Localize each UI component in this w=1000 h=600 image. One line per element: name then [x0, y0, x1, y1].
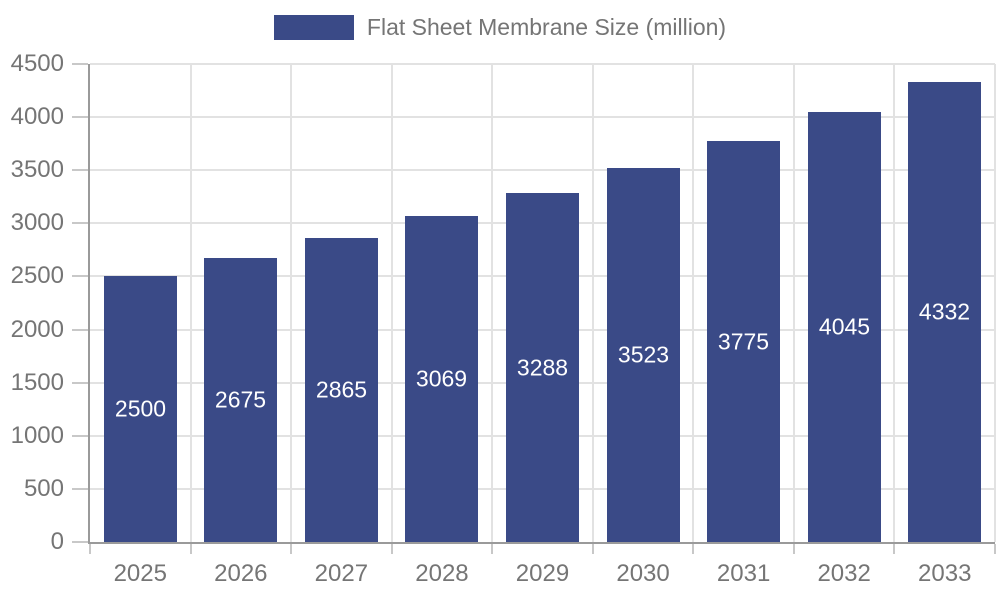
bar-value-label: 3523: [617, 341, 670, 368]
x-axis-tick-label: 2032: [817, 560, 871, 587]
legend-label: Flat Sheet Membrane Size (million): [366, 14, 727, 40]
legend-swatch: [273, 15, 354, 40]
x-axis-tick-label: 2030: [616, 560, 670, 587]
x-axis-tick: [390, 544, 393, 554]
plot-area: 0 500 1000 1500 2000 2500 3000 3500 4000 4500 2025…: [11, 50, 996, 587]
x-axis-tick: [591, 544, 594, 554]
bar: 3288: [506, 193, 579, 542]
y-axis-tick: [72, 275, 88, 278]
x-axis-tick: [189, 544, 192, 554]
bar: 2675: [204, 258, 277, 542]
y-axis-tick: [72, 169, 88, 172]
x-axis-tick-label: 2028: [415, 560, 469, 587]
bar-value-label: 4045: [818, 313, 871, 340]
bar-value-label: 2865: [315, 376, 368, 403]
x-axis-tick-label: 2027: [314, 560, 369, 587]
x-axis-tick: [290, 544, 293, 554]
y-axis-tick-label: 4000: [10, 103, 64, 131]
y-axis-tick: [72, 434, 88, 437]
grid-line-vertical: [893, 64, 896, 542]
x-axis-tick: [491, 544, 494, 554]
bar-value-label: 2675: [214, 386, 267, 413]
bar-value-label: 3775: [717, 328, 770, 354]
bar: 3523: [607, 168, 680, 542]
y-axis-tick-label: 1500: [10, 368, 64, 396]
x-axis-tick-label: 2025: [113, 560, 167, 587]
y-axis-tick-label: 2000: [10, 315, 64, 343]
y-axis-tick-label: 0: [50, 528, 64, 555]
x-axis-tick: [692, 544, 695, 554]
y-axis-tick-label: 1000: [10, 421, 64, 449]
grid-line-vertical: [390, 64, 393, 542]
x-axis-tick: [893, 544, 896, 554]
y-axis-tick: [72, 381, 88, 384]
bar: 3069: [405, 216, 478, 542]
y-axis-tick-label: 3500: [10, 156, 64, 184]
x-axis-tick: [792, 544, 795, 554]
x-axis-tick-label: 2029: [515, 560, 570, 587]
bar-value-label: 2500: [114, 395, 167, 422]
y-axis-tick: [72, 487, 88, 490]
y-axis-tick: [72, 328, 88, 331]
y-axis-tick-label: 500: [23, 474, 64, 502]
legend: Flat Sheet Membrane Size (million): [0, 14, 1000, 41]
x-axis-tick-label: 2031: [716, 560, 771, 587]
y-axis-tick-label: 2500: [10, 262, 64, 290]
bar-value-label: 3288: [516, 354, 569, 380]
y-axis-tick: [72, 222, 88, 225]
bar: 4332: [908, 82, 981, 542]
bar-value-label: 3069: [415, 365, 468, 392]
grid-line-horizontal: [90, 63, 995, 65]
y-axis-tick: [72, 63, 88, 65]
grid-line-vertical: [994, 64, 996, 542]
bar-value-label: 4332: [918, 298, 971, 325]
bar: 2865: [305, 238, 378, 542]
y-axis-tick-label: 4500: [10, 50, 64, 77]
x-axis-tick-label: 2026: [214, 560, 268, 587]
x-axis-tick: [994, 544, 996, 554]
grid-line-vertical: [491, 64, 494, 542]
x-axis-tick: [89, 544, 91, 554]
grid-line-vertical: [692, 64, 695, 542]
y-axis-tick: [72, 116, 88, 119]
bar: 3775: [707, 141, 780, 542]
grid-line-vertical: [290, 64, 293, 542]
x-axis-tick-label: 2033: [918, 560, 972, 587]
grid-line-vertical: [189, 64, 192, 542]
grid-line-horizontal: [90, 169, 995, 172]
y-axis-tick-label: 3000: [10, 209, 64, 237]
bar: 4045: [808, 112, 881, 542]
y-axis-tick: [72, 541, 88, 543]
grid-line-vertical: [591, 64, 594, 542]
grid-line-horizontal: [90, 116, 995, 119]
grid-line-vertical: [792, 64, 795, 542]
bar: 2500: [104, 276, 177, 542]
